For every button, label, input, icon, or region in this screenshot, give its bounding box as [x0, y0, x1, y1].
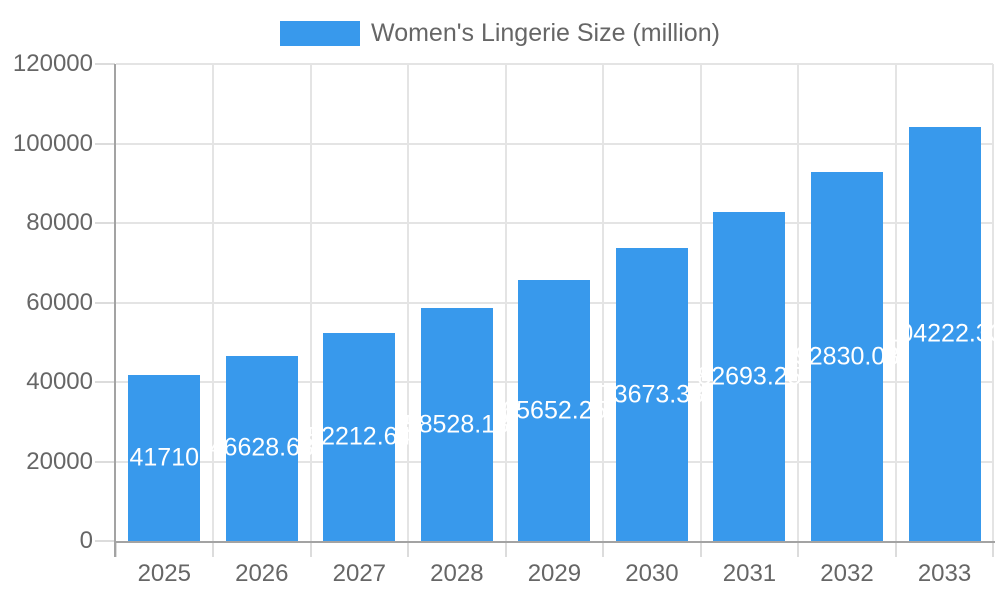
gridline-y-80000: [115, 222, 994, 224]
ytick-mark-80000: [95, 222, 115, 224]
xtick-label-2030: 2030: [625, 560, 679, 587]
ytick-label-0: 0: [79, 527, 93, 554]
xtick-label-2026: 2026: [235, 560, 289, 587]
xtick-mark-2: [309, 541, 312, 557]
xtick-label-2028: 2028: [430, 560, 484, 587]
xtick-label-2029: 2029: [527, 560, 582, 587]
xtick-label-2032: 2032: [820, 560, 874, 587]
bar-label-2033: 104222.33: [885, 319, 1000, 348]
y-axis-line: [114, 64, 116, 557]
ytick-mark-0: [95, 540, 115, 542]
bar-label-2030: 73673.38: [599, 380, 705, 409]
xtick-label-2033: 2033: [917, 560, 972, 587]
xtick-label-2031: 2031: [722, 560, 777, 587]
gridline-x-5: [602, 64, 605, 541]
bar-2025: [128, 375, 201, 541]
xtick-label-2025: 2025: [137, 560, 191, 587]
bar-2033: [908, 126, 981, 541]
bar-label-2027: 52212.64: [307, 422, 412, 451]
ytick-mark-40000: [95, 381, 115, 383]
ytick-label-120000: 120000: [12, 50, 93, 77]
bar-2027: [323, 333, 396, 541]
gridline-x-6: [699, 64, 702, 541]
bar-2031: [713, 212, 786, 541]
gridline-x-7: [797, 64, 800, 541]
legend-swatch-icon: [280, 20, 361, 46]
gridline-x-8: [894, 64, 897, 541]
bar-label-2029: 65652.25: [502, 396, 607, 425]
bar-2030: [615, 248, 688, 541]
ytick-label-60000: 60000: [26, 288, 93, 316]
xtick-mark-3: [407, 541, 410, 557]
xtick-mark-5: [602, 541, 605, 557]
bar-2029: [518, 280, 591, 541]
xtick-mark-7: [797, 541, 800, 557]
bar-label-2026: 46628.68: [209, 433, 314, 462]
bar-2028: [420, 308, 493, 541]
gridline-x-1: [212, 64, 215, 541]
bar-label-2025: 41710: [129, 443, 200, 472]
xtick-mark-1: [212, 541, 215, 557]
gridline-x-4: [504, 64, 507, 541]
xtick-mark-4: [504, 541, 507, 557]
gridline-y-100000: [115, 142, 994, 145]
xtick-mark-9: [992, 541, 995, 557]
ytick-label-80000: 80000: [26, 209, 93, 236]
ytick-mark-120000: [95, 63, 115, 65]
ytick-mark-20000: [95, 460, 115, 463]
ytick-mark-60000: [95, 301, 115, 304]
bar-label-2028: 58528.18: [404, 410, 509, 439]
ytick-label-20000: 20000: [26, 447, 93, 475]
bar-2032: [811, 172, 883, 541]
bar-2026: [225, 355, 298, 541]
gridline-x-3: [407, 64, 410, 541]
legend-label: Women's Lingerie Size (million): [371, 19, 720, 47]
ytick-label-100000: 100000: [12, 129, 93, 157]
x-axis-line: [114, 540, 996, 543]
xtick-mark-8: [894, 541, 897, 557]
xtick-mark-6: [699, 541, 702, 557]
xtick-label-2027: 2027: [332, 560, 387, 587]
gridline-y-120000: [115, 63, 994, 65]
gridline-x-9: [992, 64, 995, 541]
ytick-label-40000: 40000: [26, 368, 93, 395]
gridline-x-2: [309, 64, 312, 541]
bar-label-2032: 92830.08: [794, 342, 900, 370]
ytick-mark-100000: [95, 142, 115, 145]
bar-label-2031: 82693.25: [697, 362, 802, 391]
legend[interactable]: Women's Lingerie Size (million): [0, 18, 1000, 48]
